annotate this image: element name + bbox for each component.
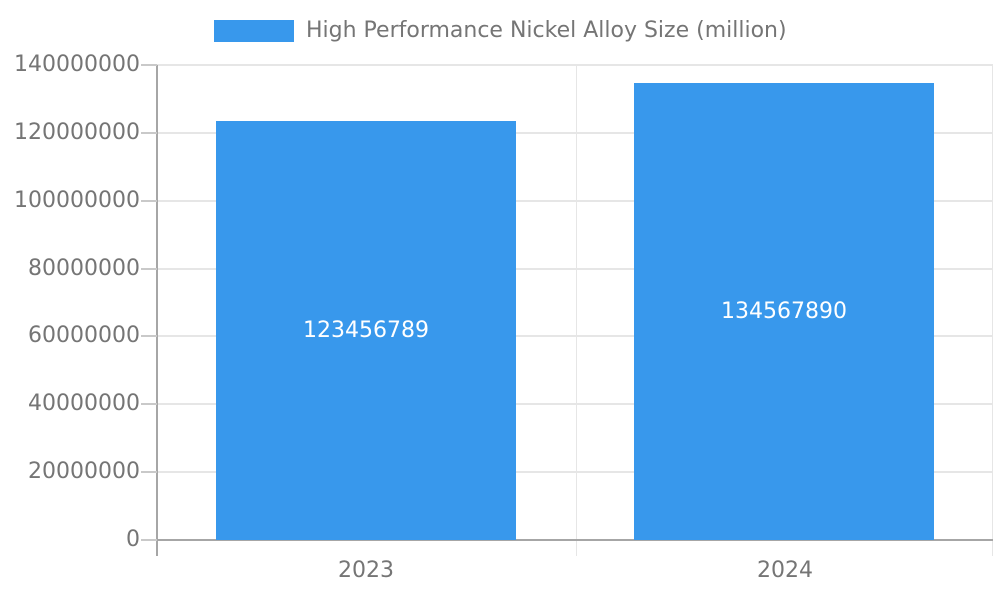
y-axis-tick-label: 0 — [126, 527, 140, 552]
y-axis-tick-mark — [141, 539, 157, 541]
y-axis-tick-label: 120000000 — [14, 119, 140, 145]
gridline-horizontal — [157, 335, 993, 338]
x-axis-tick-label: 2023 — [338, 558, 394, 583]
gridline-horizontal — [157, 199, 993, 202]
gridline-horizontal — [157, 471, 993, 474]
gridline-horizontal — [157, 64, 993, 66]
plot-area: 123456789 134567890 — [156, 64, 993, 556]
y-axis-tick-label: 40000000 — [28, 391, 140, 417]
y-axis-tick-mark — [141, 131, 157, 134]
gridline-vertical-mid — [576, 65, 577, 556]
bar[interactable]: 123456789 — [216, 121, 516, 540]
legend-swatch — [214, 20, 294, 42]
y-axis-tick-mark — [141, 471, 157, 474]
y-axis-tick-label: 80000000 — [28, 255, 140, 281]
y-axis-line — [156, 65, 158, 556]
legend-label: High Performance Nickel Alloy Size (mill… — [306, 18, 787, 43]
x-axis-tick-label: 2024 — [757, 558, 813, 583]
bar-value-label: 123456789 — [303, 318, 429, 344]
y-axis-tick-label: 20000000 — [28, 459, 140, 485]
y-axis-tick-mark — [141, 199, 157, 202]
y-axis-tick-label: 140000000 — [14, 52, 140, 77]
bar[interactable]: 134567890 — [634, 83, 934, 540]
gridline-vertical-right — [992, 65, 993, 556]
y-axis-tick-mark — [141, 403, 157, 406]
bar-value-label: 134567890 — [721, 299, 847, 325]
x-axis-line — [157, 539, 993, 541]
y-axis-tick-mark — [141, 64, 157, 66]
legend[interactable]: High Performance Nickel Alloy Size (mill… — [214, 20, 787, 42]
gridline-horizontal — [157, 403, 993, 406]
gridline-horizontal — [157, 131, 993, 134]
y-axis-tick-mark — [141, 335, 157, 338]
y-axis-tick-label: 100000000 — [14, 187, 140, 213]
y-axis-tick-mark — [141, 267, 157, 270]
y-axis-tick-label: 60000000 — [28, 323, 140, 349]
gridline-horizontal — [157, 267, 993, 270]
